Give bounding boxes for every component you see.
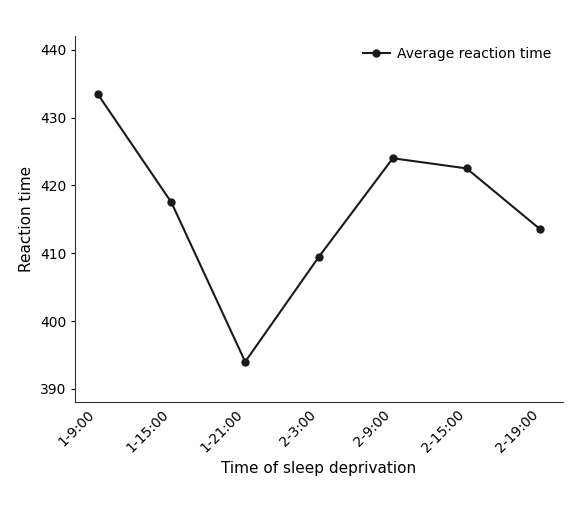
- Average reaction time: [463, 165, 470, 171]
- X-axis label: Time of sleep deprivation: Time of sleep deprivation: [222, 461, 416, 476]
- Line: Average reaction time: Average reaction time: [94, 90, 544, 365]
- Average reaction time: [168, 199, 175, 205]
- Y-axis label: Reaction time: Reaction time: [20, 166, 34, 272]
- Average reaction time: [242, 359, 249, 365]
- Average reaction time: [389, 155, 396, 162]
- Average reaction time: [537, 227, 544, 233]
- Average reaction time: [316, 253, 322, 260]
- Average reaction time: [94, 91, 101, 97]
- Legend: Average reaction time: Average reaction time: [358, 43, 556, 66]
